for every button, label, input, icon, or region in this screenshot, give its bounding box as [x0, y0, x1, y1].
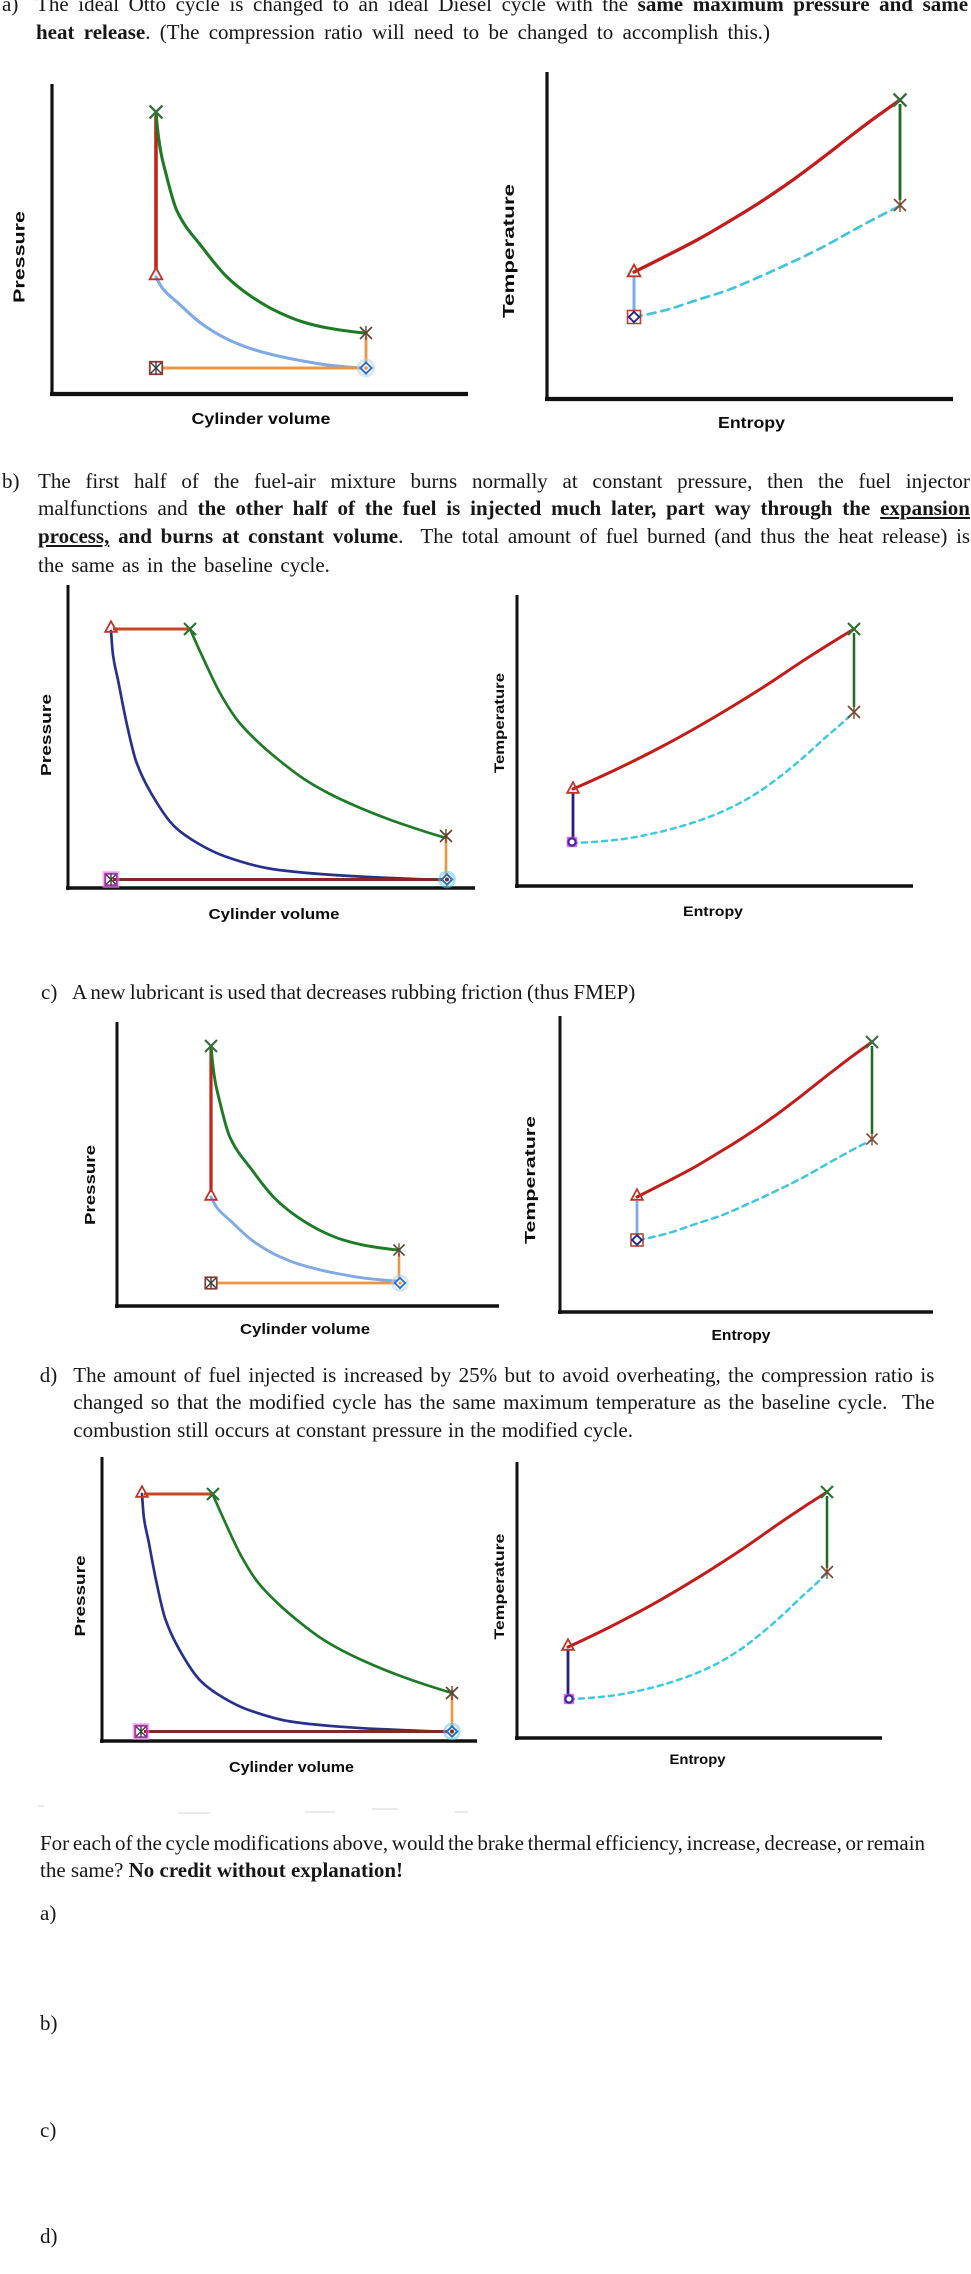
svg-text:Cylinder volume: Cylinder volume — [240, 1322, 370, 1338]
svg-text:Cylinder volume: Cylinder volume — [192, 411, 331, 428]
svg-text:Pressure: Pressure — [73, 1556, 89, 1637]
svg-text:Cylinder volume: Cylinder volume — [229, 1760, 354, 1776]
svg-text:Entropy: Entropy — [712, 1328, 771, 1344]
svg-text:Entropy: Entropy — [683, 903, 743, 919]
svg-text:Temperature: Temperature — [501, 183, 518, 318]
svg-text:Entropy: Entropy — [670, 1751, 726, 1767]
svg-text:Entropy: Entropy — [718, 415, 785, 432]
svg-text:Pressure: Pressure — [12, 210, 29, 303]
svg-text:Pressure: Pressure — [83, 1145, 99, 1225]
svg-text:Pressure: Pressure — [39, 694, 55, 776]
svg-text:Temperature: Temperature — [491, 1533, 507, 1639]
svg-text:Temperature: Temperature — [491, 673, 507, 773]
svg-text:Cylinder volume: Cylinder volume — [209, 907, 340, 923]
svg-text:Temperature: Temperature — [523, 1116, 539, 1244]
